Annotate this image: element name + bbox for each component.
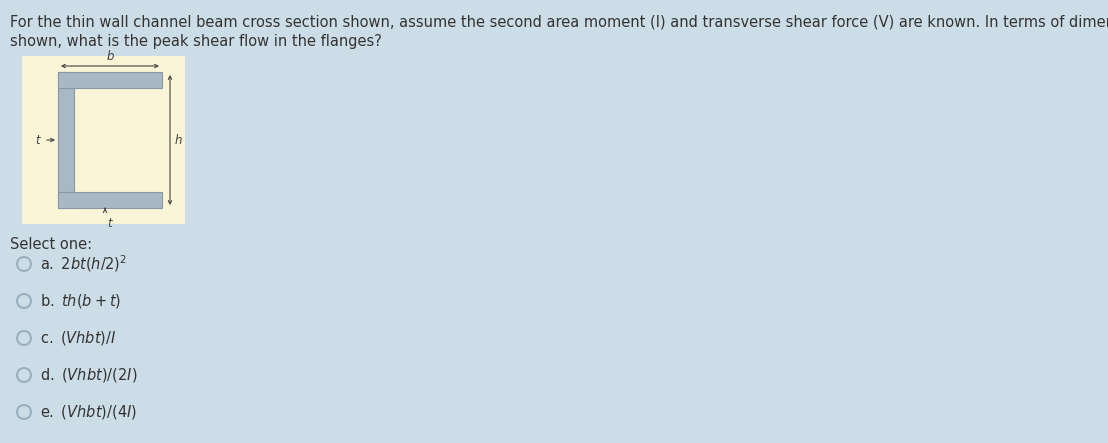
Text: $t$: $t$ — [35, 133, 42, 147]
Text: shown, what is the peak shear flow in the flanges?: shown, what is the peak shear flow in th… — [10, 34, 382, 49]
Text: a. $2bt(h/2)^2$: a. $2bt(h/2)^2$ — [40, 254, 127, 274]
Text: $h$: $h$ — [174, 133, 183, 147]
Text: $t$: $t$ — [107, 217, 114, 230]
Text: $b$: $b$ — [105, 49, 114, 63]
Text: For the thin wall channel beam cross section shown, assume the second area momen: For the thin wall channel beam cross sec… — [10, 14, 1108, 29]
Bar — [58, 72, 74, 208]
Text: Select one:: Select one: — [10, 237, 92, 252]
Text: b. $th(b+t)$: b. $th(b+t)$ — [40, 292, 121, 310]
Text: c. $(Vhbt)/I$: c. $(Vhbt)/I$ — [40, 329, 116, 347]
Text: e. $(Vhbt)/(4I)$: e. $(Vhbt)/(4I)$ — [40, 403, 137, 421]
Text: d. $(Vhbt)/(2I)$: d. $(Vhbt)/(2I)$ — [40, 366, 137, 384]
Bar — [58, 72, 162, 88]
Bar — [22, 56, 185, 224]
Bar — [58, 192, 162, 208]
